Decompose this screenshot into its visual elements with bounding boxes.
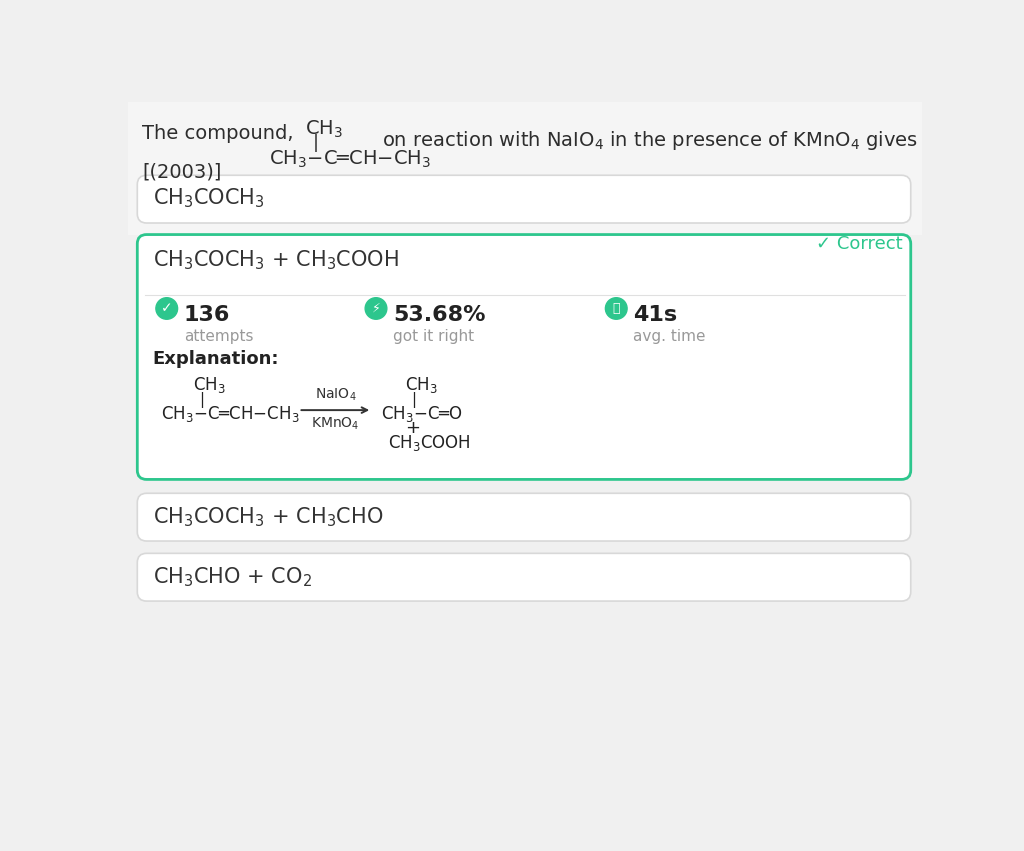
- Text: 53.68%: 53.68%: [393, 306, 485, 325]
- Text: The compound,: The compound,: [142, 123, 294, 143]
- Text: CH$_3$−C═CH−CH$_3$: CH$_3$−C═CH−CH$_3$: [161, 404, 299, 424]
- Text: got it right: got it right: [393, 328, 474, 344]
- Text: on reaction with NaIO$_4$ in the presence of KMnO$_4$ gives: on reaction with NaIO$_4$ in the presenc…: [382, 129, 919, 152]
- Circle shape: [605, 298, 627, 319]
- Text: 🕐: 🕐: [612, 302, 620, 315]
- Text: |: |: [200, 391, 205, 408]
- FancyBboxPatch shape: [137, 553, 910, 601]
- Text: CH$_3$: CH$_3$: [305, 119, 343, 140]
- FancyBboxPatch shape: [137, 235, 910, 479]
- Text: +: +: [404, 420, 420, 437]
- Text: [(2003)]: [(2003)]: [142, 163, 221, 181]
- Text: KMnO$_4$: KMnO$_4$: [311, 415, 359, 432]
- Circle shape: [366, 298, 387, 319]
- Text: |: |: [312, 134, 318, 152]
- Text: avg. time: avg. time: [633, 328, 706, 344]
- FancyBboxPatch shape: [137, 175, 910, 223]
- FancyBboxPatch shape: [137, 494, 910, 541]
- Text: ✓ Correct: ✓ Correct: [816, 235, 903, 253]
- FancyBboxPatch shape: [128, 102, 922, 235]
- Text: CH$_3$COOH: CH$_3$COOH: [388, 433, 470, 454]
- Text: CH$_3$COCH$_3$: CH$_3$COCH$_3$: [153, 187, 264, 210]
- Text: ✓: ✓: [161, 301, 173, 316]
- Text: CH$_3$COCH$_3$ + CH$_3$COOH: CH$_3$COCH$_3$ + CH$_3$COOH: [153, 248, 398, 272]
- Text: attempts: attempts: [183, 328, 253, 344]
- Text: CH$_3$: CH$_3$: [194, 374, 226, 395]
- Text: CH$_3$−C═O: CH$_3$−C═O: [381, 404, 463, 424]
- Text: CH$_3$−C═CH−CH$_3$: CH$_3$−C═CH−CH$_3$: [269, 148, 431, 169]
- Circle shape: [156, 298, 177, 319]
- Text: 41s: 41s: [633, 306, 678, 325]
- Text: CH$_3$COCH$_3$ + CH$_3$CHO: CH$_3$COCH$_3$ + CH$_3$CHO: [153, 505, 383, 529]
- Text: CH$_3$CHO + CO$_2$: CH$_3$CHO + CO$_2$: [153, 566, 311, 589]
- Text: NaIO$_4$: NaIO$_4$: [314, 387, 356, 403]
- Text: 136: 136: [183, 306, 230, 325]
- Text: ⚡: ⚡: [372, 302, 380, 315]
- Text: Explanation:: Explanation:: [153, 350, 280, 368]
- Text: |: |: [411, 391, 416, 408]
- Text: CH$_3$: CH$_3$: [404, 374, 437, 395]
